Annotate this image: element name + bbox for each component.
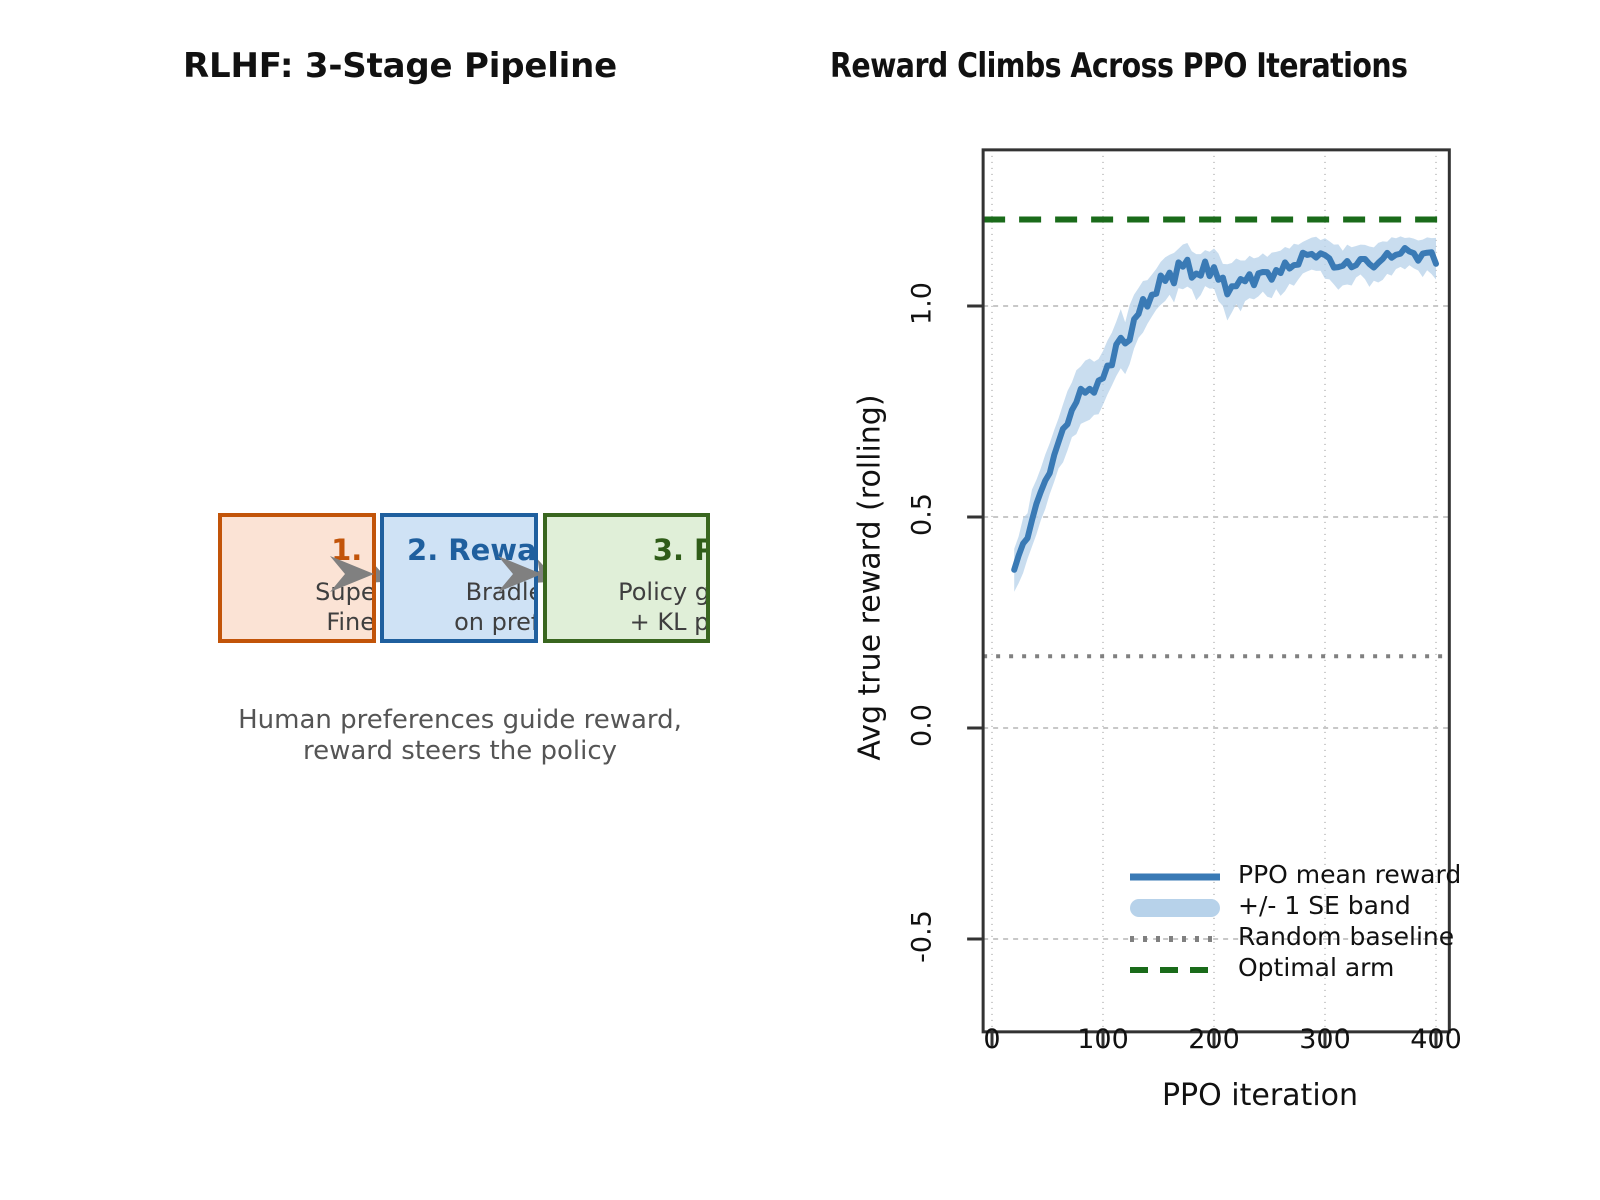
grid-lines	[983, 149, 1450, 1032]
x-tick-label: 300	[1299, 1024, 1351, 1055]
legend-entry-label: Optimal arm	[1238, 953, 1395, 982]
stage-description-line1: Bradley-Terry	[465, 578, 538, 606]
mean-reward-path	[1011, 245, 1439, 573]
page-title: RLHF: 3-Stage Pipeline	[183, 46, 617, 86]
pipeline-stage-reward-model[interactable]: 2. Reward Model Bradley-Terry on prefere…	[380, 513, 538, 643]
legend-entry-label: +/- 1 SE band	[1238, 891, 1411, 920]
legend-entry-label: Random baseline	[1238, 922, 1455, 951]
y-tick-label: 0.5	[906, 493, 938, 536]
pipeline-caption: Human preferences guide reward, reward s…	[150, 705, 770, 767]
stage-description-line1: Supervised	[315, 578, 376, 606]
pipeline-panel: RLHF: 3-Stage Pipeline 1. SFT Supervised…	[150, 46, 770, 767]
pipeline-stage-sft[interactable]: 1. SFT Supervised Fine-Tune	[218, 513, 376, 643]
stage-title: 3. PPO	[652, 533, 706, 567]
y-tick-label: 1.0	[906, 282, 938, 325]
stage-description-line2: + KL penalty	[629, 608, 710, 636]
pipeline-caption-line2: reward steers the policy	[302, 736, 618, 766]
stage-description: Supervised Fine-Tune	[222, 577, 376, 637]
x-tick-label: 0	[983, 1024, 1001, 1055]
stage-description: Policy gradient + KL penalty	[547, 577, 710, 637]
stage-description-line1: Policy gradient	[618, 578, 710, 606]
chart-title: Reward Climbs Across PPO Iterations	[830, 46, 1408, 86]
chart-legend	[1130, 873, 1220, 973]
legend-entry-label: PPO mean reward	[1238, 860, 1462, 889]
legend-swatch-band	[1130, 899, 1220, 917]
pipeline-stage-ppo[interactable]: 3. PPO Policy gradient + KL penalty	[543, 513, 710, 643]
x-tick-label: 200	[1188, 1024, 1240, 1055]
se-band	[1014, 236, 1436, 592]
stage-description-line2: on preferences	[454, 608, 534, 636]
axis-ticks	[967, 304, 1438, 1048]
x-axis-label: PPO iteration	[1161, 1078, 1359, 1113]
x-tick-label: 400	[1410, 1024, 1462, 1055]
stage-title: 2. Reward Model	[407, 533, 537, 567]
stage-description-line2: Fine-Tune	[326, 608, 376, 636]
y-tick-label: -0.5	[906, 910, 938, 963]
chart-panel: Reward Climbs Across PPO Iterations Avg …	[800, 0, 1600, 1200]
se-band-area	[1014, 236, 1436, 592]
reward-line-chart	[967, 148, 1451, 1048]
stage-title: 1. SFT	[331, 533, 372, 567]
reference-lines	[983, 216, 1450, 659]
ppo-mean-line	[1011, 245, 1439, 573]
stage-description: Bradley-Terry on preferences	[384, 577, 538, 637]
y-tick-label: 0.0	[906, 704, 938, 747]
x-tick-label: 100	[1077, 1024, 1129, 1055]
plot-frame	[981, 148, 1451, 1034]
pipeline-caption-line1: Human preferences guide reward,	[238, 705, 682, 735]
